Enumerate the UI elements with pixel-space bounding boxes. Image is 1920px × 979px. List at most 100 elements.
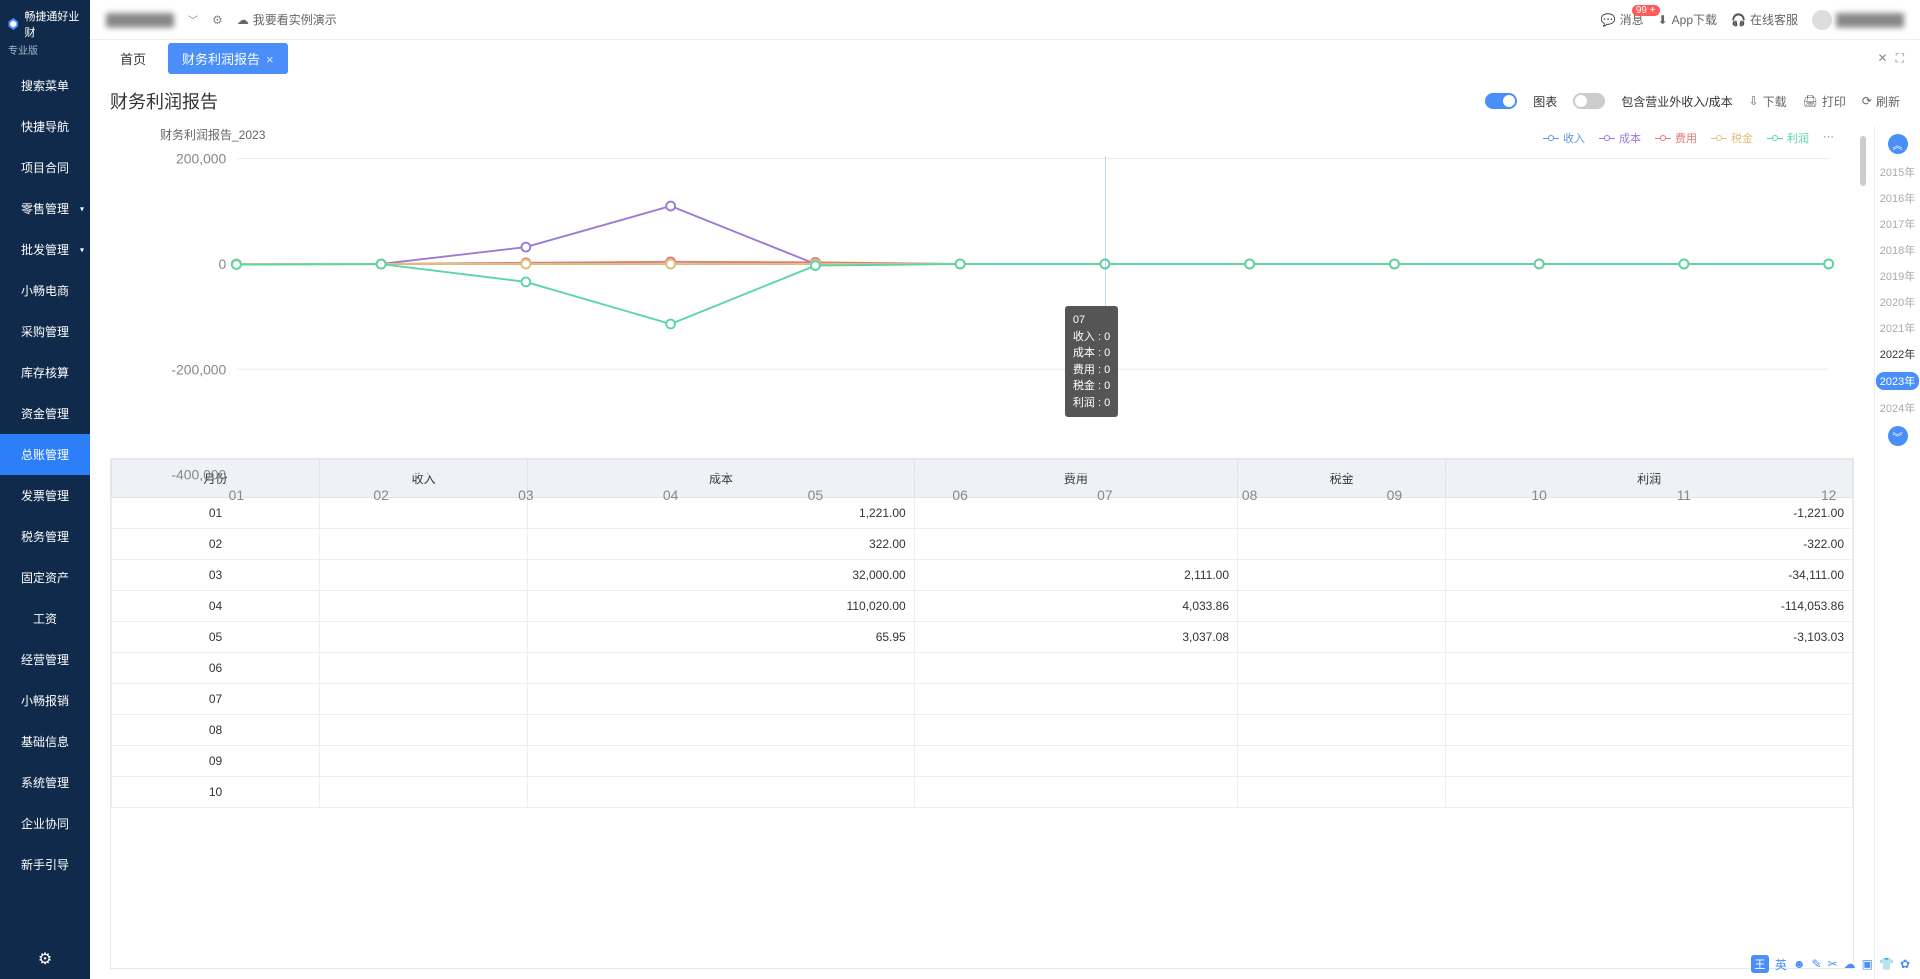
year-2016年[interactable]: 2016年 (1880, 190, 1915, 206)
nav-item-11[interactable]: 税务管理 (0, 516, 90, 557)
svg-text:04: 04 (663, 487, 679, 503)
logo-icon (6, 16, 20, 32)
cell: 110,020.00 (528, 591, 915, 622)
nav-item-17[interactable]: 系统管理 (0, 762, 90, 803)
nav-item-15[interactable]: 小畅报销 (0, 680, 90, 721)
cell (320, 622, 528, 653)
nav-item-0[interactable]: 搜索菜单 (0, 65, 90, 106)
chart: 财务利润报告_2023 收入成本费用税金利润⋯ -400,000-200,000… (110, 126, 1854, 446)
ime-icon-1[interactable]: ☻ (1793, 957, 1806, 971)
ime-main-icon[interactable]: 王 (1751, 955, 1769, 973)
messages-badge: 99 + (1632, 5, 1660, 16)
year-2023年[interactable]: 2023年 (1876, 372, 1919, 390)
nav-item-10[interactable]: 发票管理 (0, 475, 90, 516)
ime-icon-2[interactable]: ✎ (1812, 957, 1822, 971)
page-header: 财务利润报告 图表 包含营业外收入/成本 ⇩下载 🖨打印 ⟳刷新 (90, 76, 1920, 126)
nav-item-3[interactable]: 零售管理▾ (0, 188, 90, 229)
chart-legend: 收入成本费用税金利润 ⋯ (1543, 130, 1834, 146)
company-name[interactable]: ████████ (106, 13, 174, 27)
year-2019年[interactable]: 2019年 (1880, 268, 1915, 284)
ime-icon-5[interactable]: ▣ (1862, 957, 1873, 971)
nav-item-18[interactable]: 企业协同 (0, 803, 90, 844)
ime-lang[interactable]: 英 (1775, 956, 1787, 973)
download-icon: ⬇ (1658, 13, 1668, 27)
cell (1446, 746, 1853, 777)
chevron-down-icon: ▾ (80, 245, 84, 254)
nav-item-1[interactable]: 快捷导航 (0, 106, 90, 147)
legend-more-icon[interactable]: ⋯ (1823, 130, 1834, 146)
year-2020年[interactable]: 2020年 (1880, 294, 1915, 310)
print-button[interactable]: 🖨打印 (1803, 93, 1846, 110)
tab-close-icon[interactable]: × (266, 52, 274, 67)
nav-item-8[interactable]: 资金管理 (0, 393, 90, 434)
user-menu[interactable]: ████████ (1812, 10, 1904, 30)
year-2024年[interactable]: 2024年 (1880, 400, 1915, 416)
company-settings-icon[interactable]: ⚙ (212, 13, 223, 27)
year-2022年[interactable]: 2022年 (1880, 346, 1915, 362)
cell (1238, 746, 1446, 777)
svg-text:02: 02 (373, 487, 389, 503)
year-scroll-up-icon[interactable]: ︽ (1888, 134, 1908, 154)
refresh-icon: ⟳ (1862, 94, 1872, 108)
legend-item-2[interactable]: 费用 (1655, 130, 1697, 146)
include-toggle[interactable] (1573, 93, 1605, 109)
cell (528, 684, 915, 715)
year-2018年[interactable]: 2018年 (1880, 242, 1915, 258)
tab-fullscreen-icon[interactable]: ⛶ (1896, 51, 1904, 66)
legend-marker-icon (1543, 134, 1559, 142)
nav-item-19[interactable]: 新手引导 (0, 844, 90, 885)
messages-link[interactable]: 💬 消息 99 + (1601, 11, 1644, 28)
cell (1446, 777, 1853, 808)
legend-item-0[interactable]: 收入 (1543, 130, 1585, 146)
year-scroll-down-icon[interactable]: ︾ (1888, 426, 1908, 446)
company-chevron-icon[interactable]: ﹀ (188, 12, 198, 27)
legend-item-3[interactable]: 税金 (1711, 130, 1753, 146)
download-button[interactable]: ⇩下载 (1749, 93, 1787, 110)
nav-item-14[interactable]: 经营管理 (0, 639, 90, 680)
nav-item-5[interactable]: 小畅电商 (0, 270, 90, 311)
year-2017年[interactable]: 2017年 (1880, 216, 1915, 232)
cell: 08 (112, 715, 320, 746)
cell (914, 715, 1237, 746)
nav-item-6[interactable]: 采购管理 (0, 311, 90, 352)
cell (914, 529, 1237, 560)
year-2021年[interactable]: 2021年 (1880, 320, 1915, 336)
nav-item-13[interactable]: 工资 (0, 598, 90, 639)
demo-label: 我要看实例演示 (253, 11, 337, 28)
page-title: 财务利润报告 (110, 88, 218, 114)
legend-item-4[interactable]: 利润 (1767, 130, 1809, 146)
ime-icon-3[interactable]: ✂ (1828, 957, 1838, 971)
service-link[interactable]: 🎧 在线客服 (1731, 11, 1798, 28)
cell: 32,000.00 (528, 560, 915, 591)
nav-item-7[interactable]: 库存核算 (0, 352, 90, 393)
settings-gear-icon[interactable]: ⚙ (0, 939, 90, 979)
app-download-link[interactable]: ⬇ App下载 (1658, 11, 1717, 28)
tab-close-all-icon[interactable]: ✕ (1878, 51, 1888, 66)
nav-item-4[interactable]: 批发管理▾ (0, 229, 90, 270)
legend-item-1[interactable]: 成本 (1599, 130, 1641, 146)
year-2015年[interactable]: 2015年 (1880, 164, 1915, 180)
cell (320, 715, 528, 746)
chart-toggle[interactable] (1485, 93, 1517, 109)
svg-text:10: 10 (1531, 487, 1547, 503)
nav-item-2[interactable]: 项目合同 (0, 147, 90, 188)
ime-icon-6[interactable]: 👕 (1879, 957, 1894, 971)
tab-0[interactable]: 首页 (106, 43, 160, 74)
ime-icon-4[interactable]: ☁ (1844, 957, 1856, 971)
refresh-button[interactable]: ⟳刷新 (1862, 93, 1900, 110)
nav-item-16[interactable]: 基础信息 (0, 721, 90, 762)
nav-item-9[interactable]: 总账管理 (0, 434, 90, 475)
tab-1[interactable]: 财务利润报告× (168, 43, 288, 74)
table-row: 09 (112, 746, 1853, 777)
demo-link[interactable]: ☁ 我要看实例演示 (237, 11, 337, 28)
cell (320, 746, 528, 777)
chart-canvas[interactable]: -400,000-200,0000200,0000102030405060708… (110, 146, 1854, 512)
cell: 07 (112, 684, 320, 715)
nav-item-12[interactable]: 固定资产 (0, 557, 90, 598)
cell: 05 (112, 622, 320, 653)
svg-text:-400,000: -400,000 (171, 467, 226, 483)
chart-resize-handle[interactable] (1860, 136, 1866, 186)
table-row: 07 (112, 684, 1853, 715)
ime-icon-7[interactable]: ✿ (1900, 957, 1910, 971)
avatar-icon (1812, 10, 1832, 30)
